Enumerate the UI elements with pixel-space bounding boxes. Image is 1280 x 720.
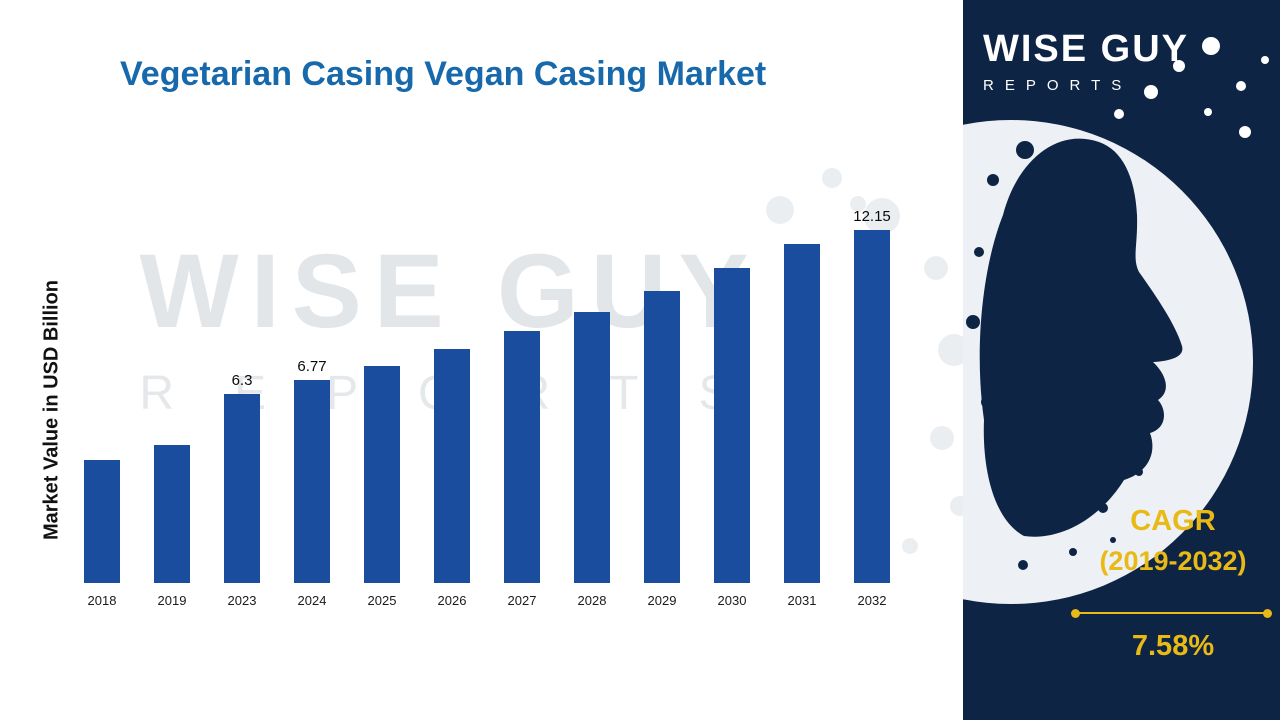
bar xyxy=(574,311,610,583)
x-tick-label: 2018 xyxy=(87,593,117,608)
bar-group-2018: 2018 xyxy=(84,208,120,608)
x-tick-label: 2024 xyxy=(297,593,327,608)
y-axis-label: Market Value in USD Billion xyxy=(40,279,63,541)
bar-value-label: 6.3 xyxy=(231,372,253,389)
cagr-value: 7.58% xyxy=(1131,630,1215,662)
x-tick-label: 2028 xyxy=(577,593,607,608)
bar xyxy=(714,268,750,583)
bar xyxy=(294,379,330,583)
bar-group-2030: 2030 xyxy=(714,208,750,608)
cagr-underline xyxy=(1071,608,1272,618)
x-tick-label: 2030 xyxy=(717,593,747,608)
bar xyxy=(504,331,540,583)
chart-title: Vegetarian Casing Vegan Casing Market xyxy=(120,54,767,93)
x-tick-label: 2029 xyxy=(647,593,677,608)
bar-group-2019: 2019 xyxy=(154,208,190,608)
bar-value-label: 6.77 xyxy=(297,357,327,375)
wise-guy-reports-logo: WISE GUY REPORTS xyxy=(983,28,1189,94)
x-tick-label: 2031 xyxy=(787,593,817,608)
bar-value-label: 12.15 xyxy=(853,208,891,225)
bar-group-2028: 2028 xyxy=(574,208,610,608)
brand-panel: WISE GUY REPORTS CAGR (2019-2032) 7.58% xyxy=(963,0,1280,720)
bar xyxy=(434,349,470,583)
bar xyxy=(154,445,190,583)
bar-group-2025: 2025 xyxy=(364,208,400,608)
cagr-label: CAGR xyxy=(1130,505,1216,537)
bar xyxy=(224,394,260,583)
x-tick-label: 2032 xyxy=(857,593,887,608)
x-tick-label: 2027 xyxy=(507,593,537,608)
plot-area: 2018 2019 6.3 2023 6.77 2024 2025 2026 2027 2028 2… xyxy=(84,208,891,608)
cagr-block: CAGR (2019-2032) xyxy=(1073,505,1273,577)
cagr-period: (2019-2032) xyxy=(1099,546,1247,576)
bar-group-2026: 2026 xyxy=(434,208,470,608)
bar xyxy=(84,460,120,583)
x-tick-label: 2019 xyxy=(157,593,187,608)
bar-group-2027: 2027 xyxy=(504,208,540,608)
bar-group-2023: 6.3 2023 xyxy=(224,208,260,608)
chart-section: Vegetarian Casing Vegan Casing Market WI… xyxy=(40,54,970,608)
bar xyxy=(854,230,890,583)
x-tick-label: 2026 xyxy=(437,593,467,608)
bar xyxy=(644,290,680,583)
bar xyxy=(784,244,820,583)
bar-group-2031: 2031 xyxy=(784,208,820,608)
x-tick-label: 2023 xyxy=(227,593,257,608)
bar xyxy=(364,365,400,583)
x-tick-label: 2025 xyxy=(367,593,397,608)
bar-group-2024: 6.77 2024 xyxy=(294,208,330,608)
logo-wordmark: WISE GUY xyxy=(983,28,1190,70)
bar-group-2029: 2029 xyxy=(644,208,680,608)
logo-reports-text: REPORTS xyxy=(983,77,1133,94)
bar-group-2032: 12.15 2032 xyxy=(853,208,891,608)
face-profile-graphic-icon xyxy=(963,0,1280,720)
